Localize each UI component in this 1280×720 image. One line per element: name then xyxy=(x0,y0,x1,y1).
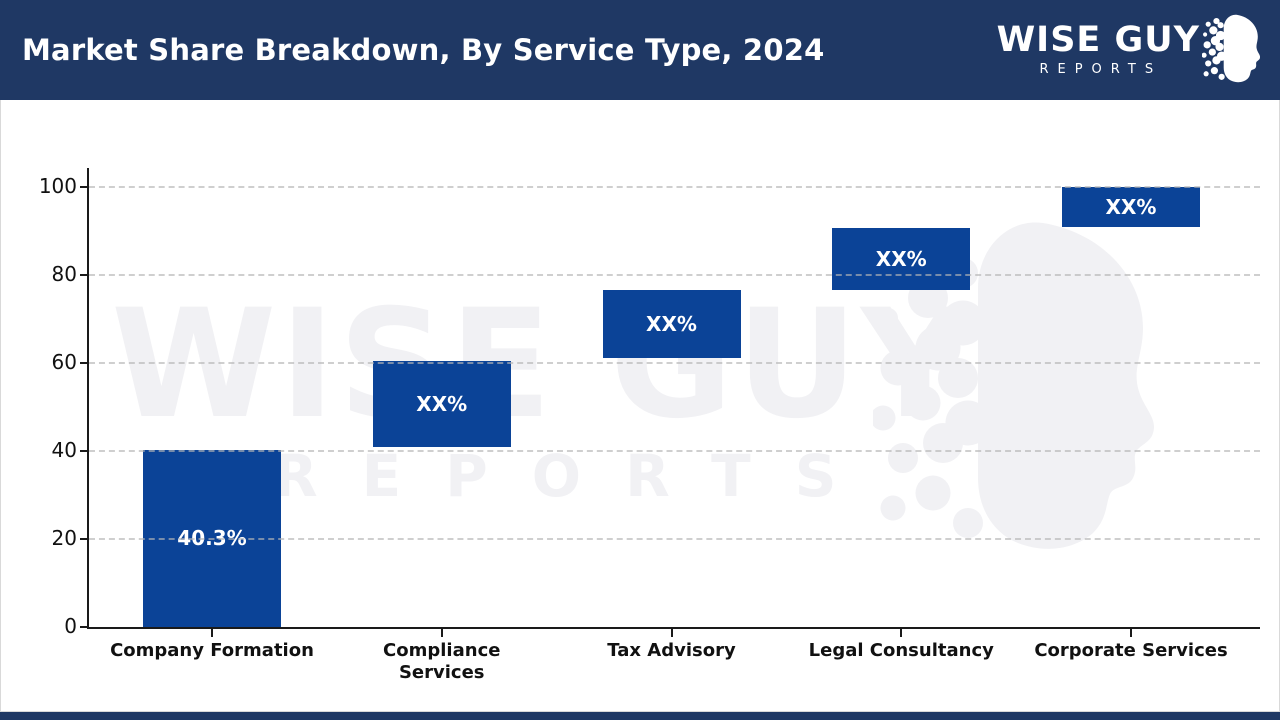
y-axis-tick-80 xyxy=(80,274,89,276)
x-axis-tick-tax-advisory xyxy=(670,629,673,637)
bar-tax-advisory: XX% xyxy=(602,289,741,358)
x-axis-tick-corporate-services xyxy=(1130,629,1132,637)
bar-value-label-tax-advisory: XX% xyxy=(646,311,697,336)
y-tick-label-80: 80 xyxy=(51,262,77,286)
y-axis-tick-40 xyxy=(80,450,89,452)
y-tick-label-20: 20 xyxy=(51,526,77,550)
gridline-80 xyxy=(89,274,1260,276)
bar-value-label-compliance-services: XX% xyxy=(416,392,468,417)
face-profile-icon xyxy=(1202,14,1261,83)
gridline-60 xyxy=(89,362,1260,364)
logo-sub-text: REPORTS xyxy=(1039,62,1163,77)
watermark-text-main: WISE GUY xyxy=(111,278,973,452)
logo-text: WISE GUY REPORTS xyxy=(996,20,1200,78)
bar-legal-consultancy: XX% xyxy=(832,228,971,290)
y-axis-tick-100 xyxy=(80,186,89,188)
x-axis-tick-legal-consultancy xyxy=(900,629,903,637)
x-axis-tick-compliance-services xyxy=(440,629,443,637)
y-axis-tick-60 xyxy=(80,362,89,364)
x-axis-tick-company-formation xyxy=(211,629,213,637)
bar-value-label-legal-consultancy: XX% xyxy=(875,246,927,271)
y-tick-label-40: 40 xyxy=(51,438,77,462)
gridline-40 xyxy=(89,450,1260,452)
y-tick-label-0: 0 xyxy=(64,614,77,638)
y-axis-tick-0 xyxy=(80,626,89,628)
y-axis xyxy=(87,168,89,629)
header-bar: Market Share Breakdown, By Service Type,… xyxy=(0,0,1280,100)
footer-bar xyxy=(0,712,1280,720)
y-tick-label-60: 60 xyxy=(51,350,77,374)
wiseguy-logo: WISE GUY REPORTS xyxy=(997,13,1264,87)
chart-canvas: WISE GUY REPORTS 0 20 40 60 80 100 40.3% Compan… xyxy=(0,100,1280,712)
bar-value-label-corporate-services: XX% xyxy=(1105,195,1157,219)
watermark-text-sub: REPORTS xyxy=(273,442,881,510)
x-category-label-compliance-services: Compliance Services xyxy=(383,640,501,683)
x-category-label-corporate-services: Corporate Services xyxy=(1034,640,1228,661)
x-category-label-legal-consultancy: Legal Consultancy xyxy=(808,640,994,661)
waterfall-chart: 0 20 40 60 80 100 40.3% Company Formation XX% Com… xyxy=(1,100,1279,711)
gridline-20 xyxy=(89,538,1260,540)
watermark-face-icon xyxy=(873,222,1155,549)
y-tick-label-100: 100 xyxy=(38,174,77,198)
logo-main-text: WISE GUY xyxy=(996,20,1200,60)
y-axis-tick-20 xyxy=(80,538,89,540)
gridline-100 xyxy=(89,186,1260,188)
x-category-label-tax-advisory: Tax Advisory xyxy=(607,640,736,661)
bar-corporate-services: XX% xyxy=(1062,186,1200,228)
bar-compliance-services: XX% xyxy=(372,360,511,448)
x-category-label-company-formation: Company Formation xyxy=(110,640,314,661)
page-title: Market Share Breakdown, By Service Type,… xyxy=(22,33,825,67)
x-axis xyxy=(87,627,1260,629)
